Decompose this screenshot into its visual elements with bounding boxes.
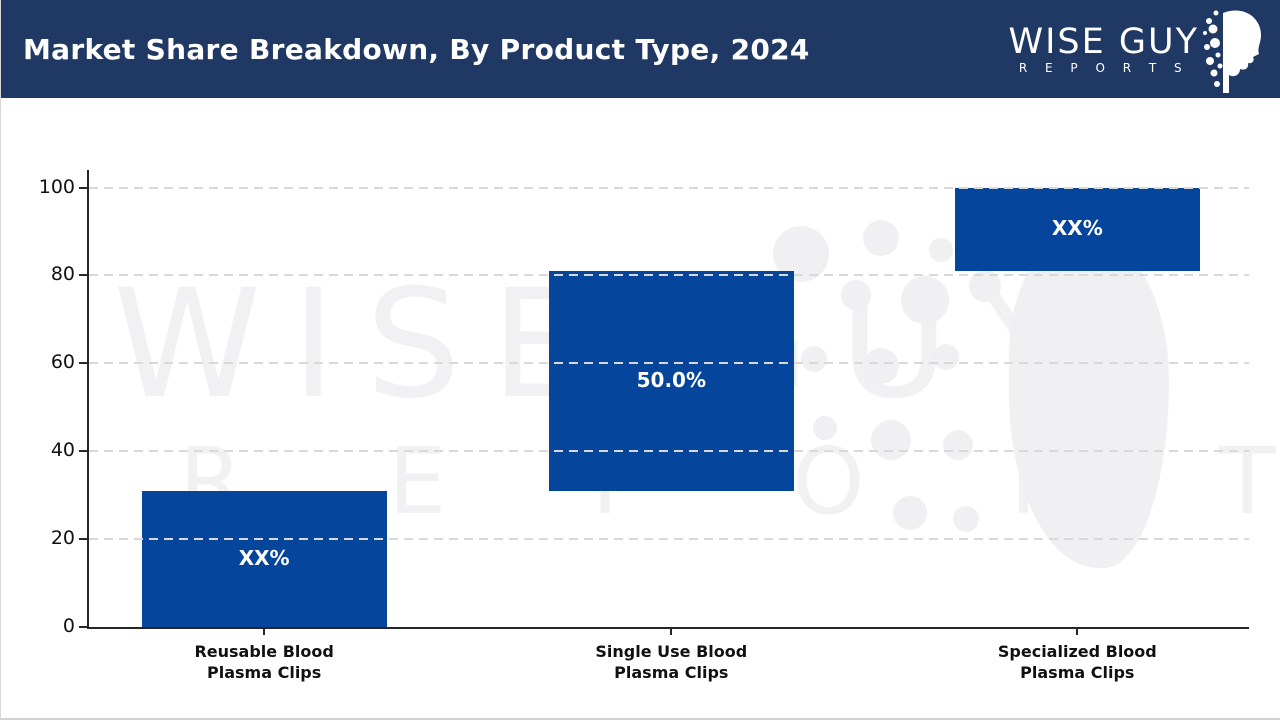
watermark-dot xyxy=(933,344,959,370)
logo-text: WISE GUY R E P O R T S xyxy=(1008,24,1199,75)
bar-segment xyxy=(141,490,387,627)
watermark-dot xyxy=(813,416,837,440)
y-tick-label: 40 xyxy=(50,439,75,462)
watermark-dot xyxy=(953,506,979,532)
y-tick-mark xyxy=(79,186,87,189)
gridline xyxy=(89,186,1249,189)
bar-value-label: XX% xyxy=(1051,216,1103,241)
x-axis-line xyxy=(87,627,1249,629)
bar-segment xyxy=(548,271,794,491)
y-tick-label: 80 xyxy=(50,263,75,286)
gridline xyxy=(89,538,1249,541)
page-title: Market Share Breakdown, By Product Type,… xyxy=(23,32,810,66)
watermark-dot xyxy=(929,238,953,262)
y-tick-label: 0 xyxy=(62,615,75,637)
watermark-dot xyxy=(863,220,899,256)
watermark-dot xyxy=(893,496,927,530)
logo-reports-text: R E P O R T S xyxy=(1018,60,1189,75)
y-tick-label: 100 xyxy=(38,175,75,198)
x-category-line: Plasma Clips xyxy=(614,663,729,682)
watermark-dot xyxy=(901,276,949,324)
gridline xyxy=(89,450,1249,453)
x-category-line: Plasma Clips xyxy=(207,663,322,682)
logo: WISE GUY R E P O R T S xyxy=(1008,5,1267,93)
y-tick-mark xyxy=(79,450,87,453)
x-tick-mark xyxy=(670,627,673,635)
y-tick-mark xyxy=(79,274,87,277)
plot-area: 0 20 40 60 80 100 XX% Reusable Blood Plasma Clip… xyxy=(39,170,1249,682)
x-category-line: Specialized Blood xyxy=(997,642,1157,661)
y-tick-label: 20 xyxy=(50,527,75,550)
y-tick-mark xyxy=(79,626,87,628)
x-category-line: Reusable Blood xyxy=(194,642,334,661)
x-category-label: Single Use Blood Plasma Clips xyxy=(511,641,831,683)
y-tick-mark xyxy=(79,538,87,541)
gridline xyxy=(89,362,1249,365)
chart-area: WISE GUY R E P O R T S 020406080100XX%Re… xyxy=(1,98,1280,718)
bar-value-label: 50.0% xyxy=(636,367,706,392)
y-tick-label: 60 xyxy=(50,351,75,374)
watermark-dot xyxy=(801,346,827,372)
header-bar: Market Share Breakdown, By Product Type,… xyxy=(1,0,1280,98)
watermark-dot xyxy=(863,348,899,384)
watermark-head-shape xyxy=(1009,233,1169,568)
logo-name-text: WISE GUY xyxy=(1008,21,1199,62)
x-tick-mark xyxy=(1076,627,1079,635)
x-category-label: Specialized Blood Plasma Clips xyxy=(917,641,1237,683)
gridline xyxy=(89,274,1249,277)
bar-value-label: XX% xyxy=(238,545,290,570)
x-category-line: Single Use Blood xyxy=(595,642,748,661)
watermark-dot xyxy=(841,280,871,310)
logo-face-icon xyxy=(1203,10,1261,93)
x-tick-mark xyxy=(263,627,266,635)
x-category-label: Reusable Blood Plasma Clips xyxy=(104,641,424,683)
bar-segment xyxy=(954,187,1200,272)
watermark-dot xyxy=(943,430,973,460)
y-tick-mark xyxy=(79,362,87,365)
watermark-dot xyxy=(871,420,911,460)
x-category-line: Plasma Clips xyxy=(1020,663,1135,682)
y-axis-line xyxy=(87,170,89,629)
